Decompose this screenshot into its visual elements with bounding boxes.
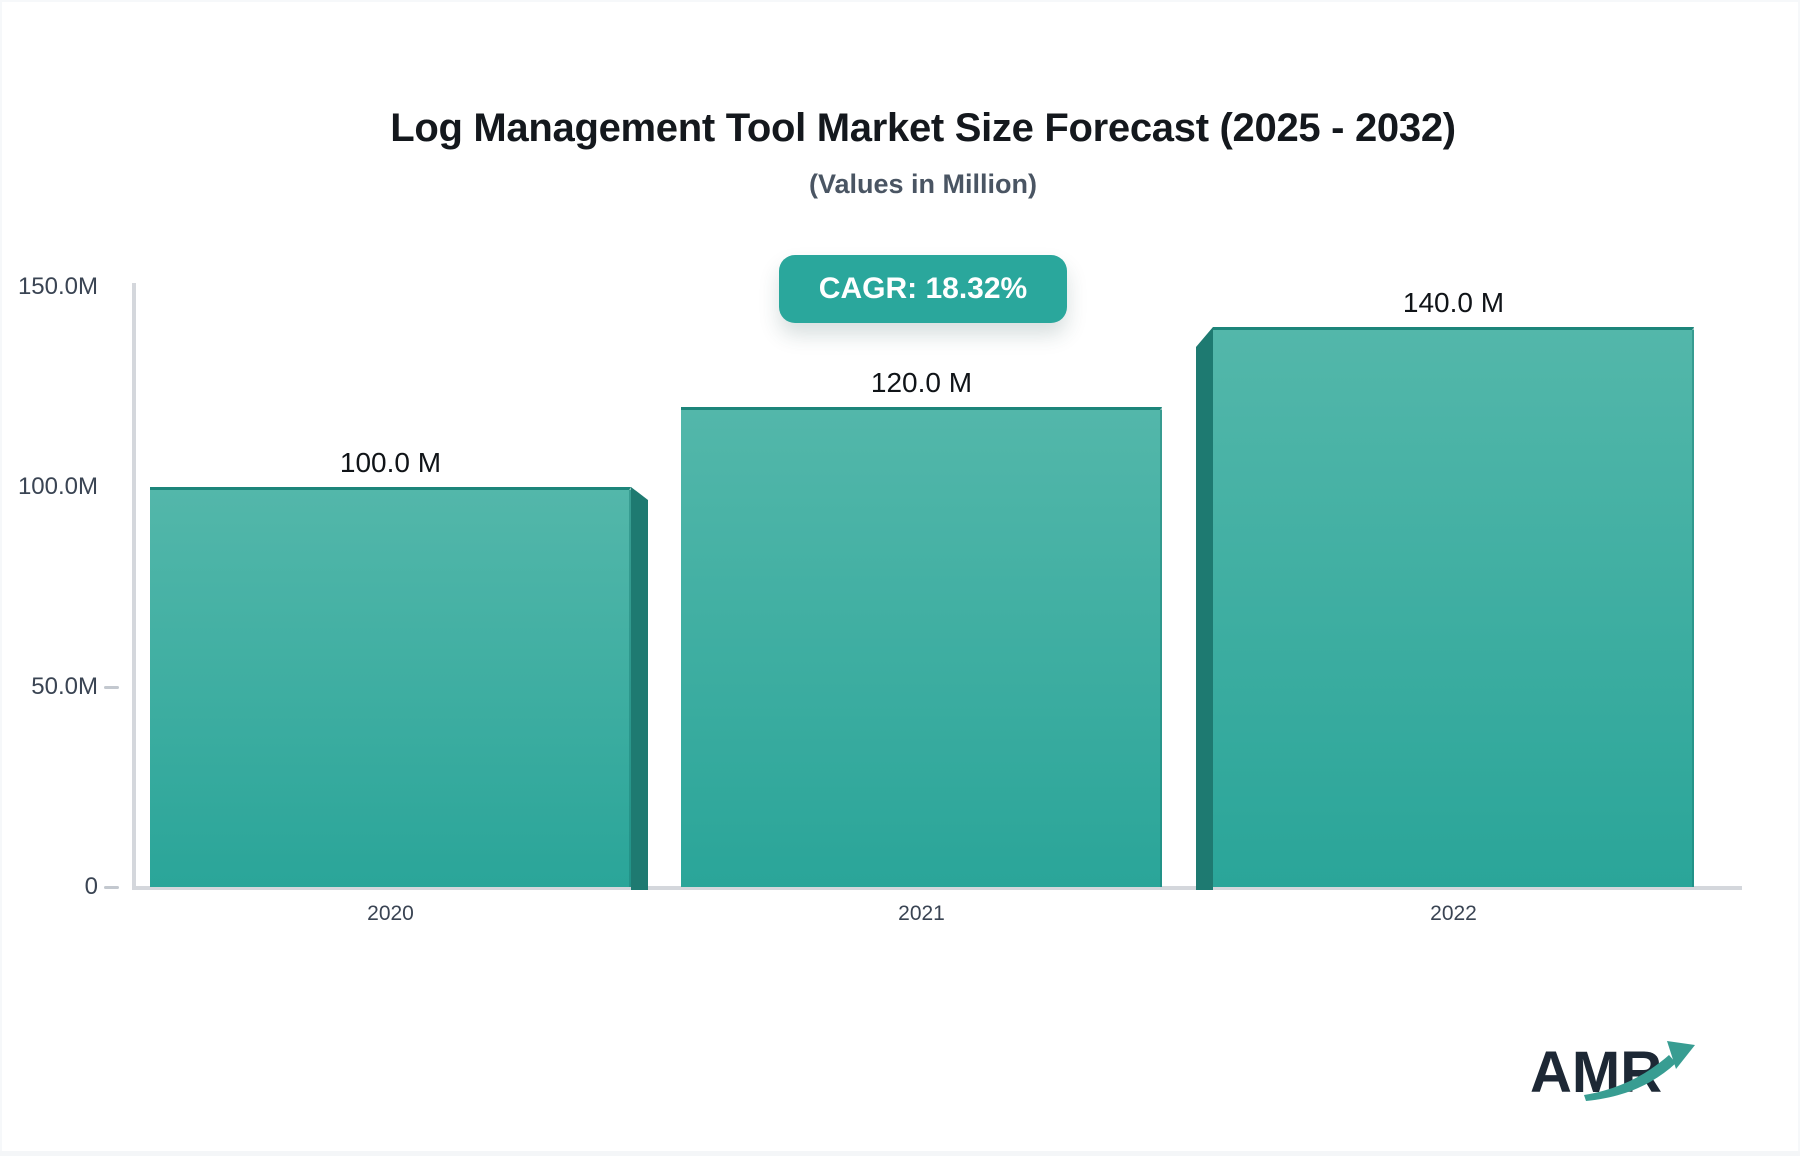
cagr-badge: CAGR: 18.32% [779, 255, 1067, 323]
bar-3d-side [1196, 327, 1213, 890]
bar-2020 [150, 487, 631, 887]
y-axis-tick [104, 886, 119, 889]
y-axis-label: 50.0M [31, 673, 98, 700]
amr-logo-arrowhead-icon [1667, 1041, 1695, 1069]
bar-value-label: 140.0 M [1402, 287, 1505, 318]
bar-2021 [681, 407, 1162, 887]
y-axis-label: 100.0M [17, 473, 98, 500]
y-axis-label: 0 [84, 873, 98, 900]
bottom-accent-strip [0, 1151, 1800, 1156]
amr-logo-arrow-icon [1584, 1055, 1676, 1101]
x-axis-label: 2021 [898, 902, 945, 925]
y-axis-label: 150.0M [17, 273, 98, 300]
bar-2022 [1213, 327, 1694, 887]
x-axis-label: 2022 [1430, 902, 1477, 925]
bar-3d-side [631, 487, 648, 890]
y-axis-tick [104, 686, 119, 689]
bar-value-label: 120.0 M [870, 367, 973, 398]
amr-logo: AMR [1530, 1040, 1695, 1105]
bar-value-label: 100.0 M [339, 447, 442, 478]
x-axis-line [132, 886, 1742, 890]
y-axis-line [132, 283, 136, 890]
x-axis-label: 2020 [367, 902, 414, 925]
